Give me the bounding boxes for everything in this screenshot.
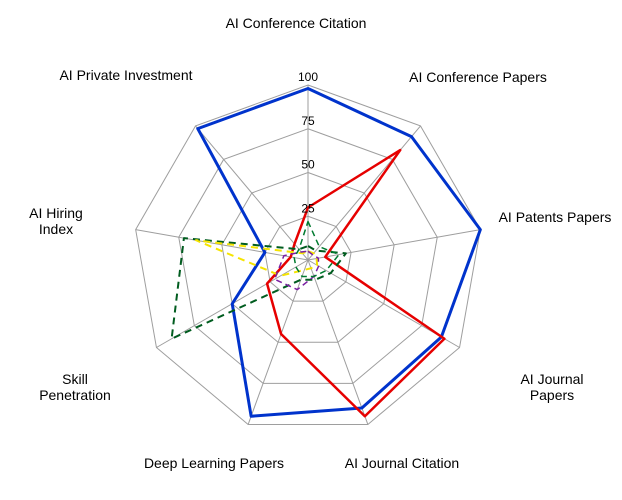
axis-label: AI Patents Papers xyxy=(499,209,612,225)
radar-chart: 25 50 75 100 AI Conference Citation AI Confer… xyxy=(0,0,622,500)
tick-label: 50 xyxy=(301,158,315,172)
tick-label: 100 xyxy=(298,70,318,84)
axis-label: AI JournalPapers xyxy=(520,371,583,403)
axis-label: AI Private Investment xyxy=(59,67,192,83)
axis-label: AI Journal Citation xyxy=(345,455,459,471)
axis-label: AI Conference Papers xyxy=(409,69,547,85)
axis-label: Deep Learning Papers xyxy=(144,455,284,471)
tick-label: 25 xyxy=(301,201,315,215)
axis-label: AI Conference Citation xyxy=(226,15,367,31)
tick-label: 75 xyxy=(301,114,315,128)
